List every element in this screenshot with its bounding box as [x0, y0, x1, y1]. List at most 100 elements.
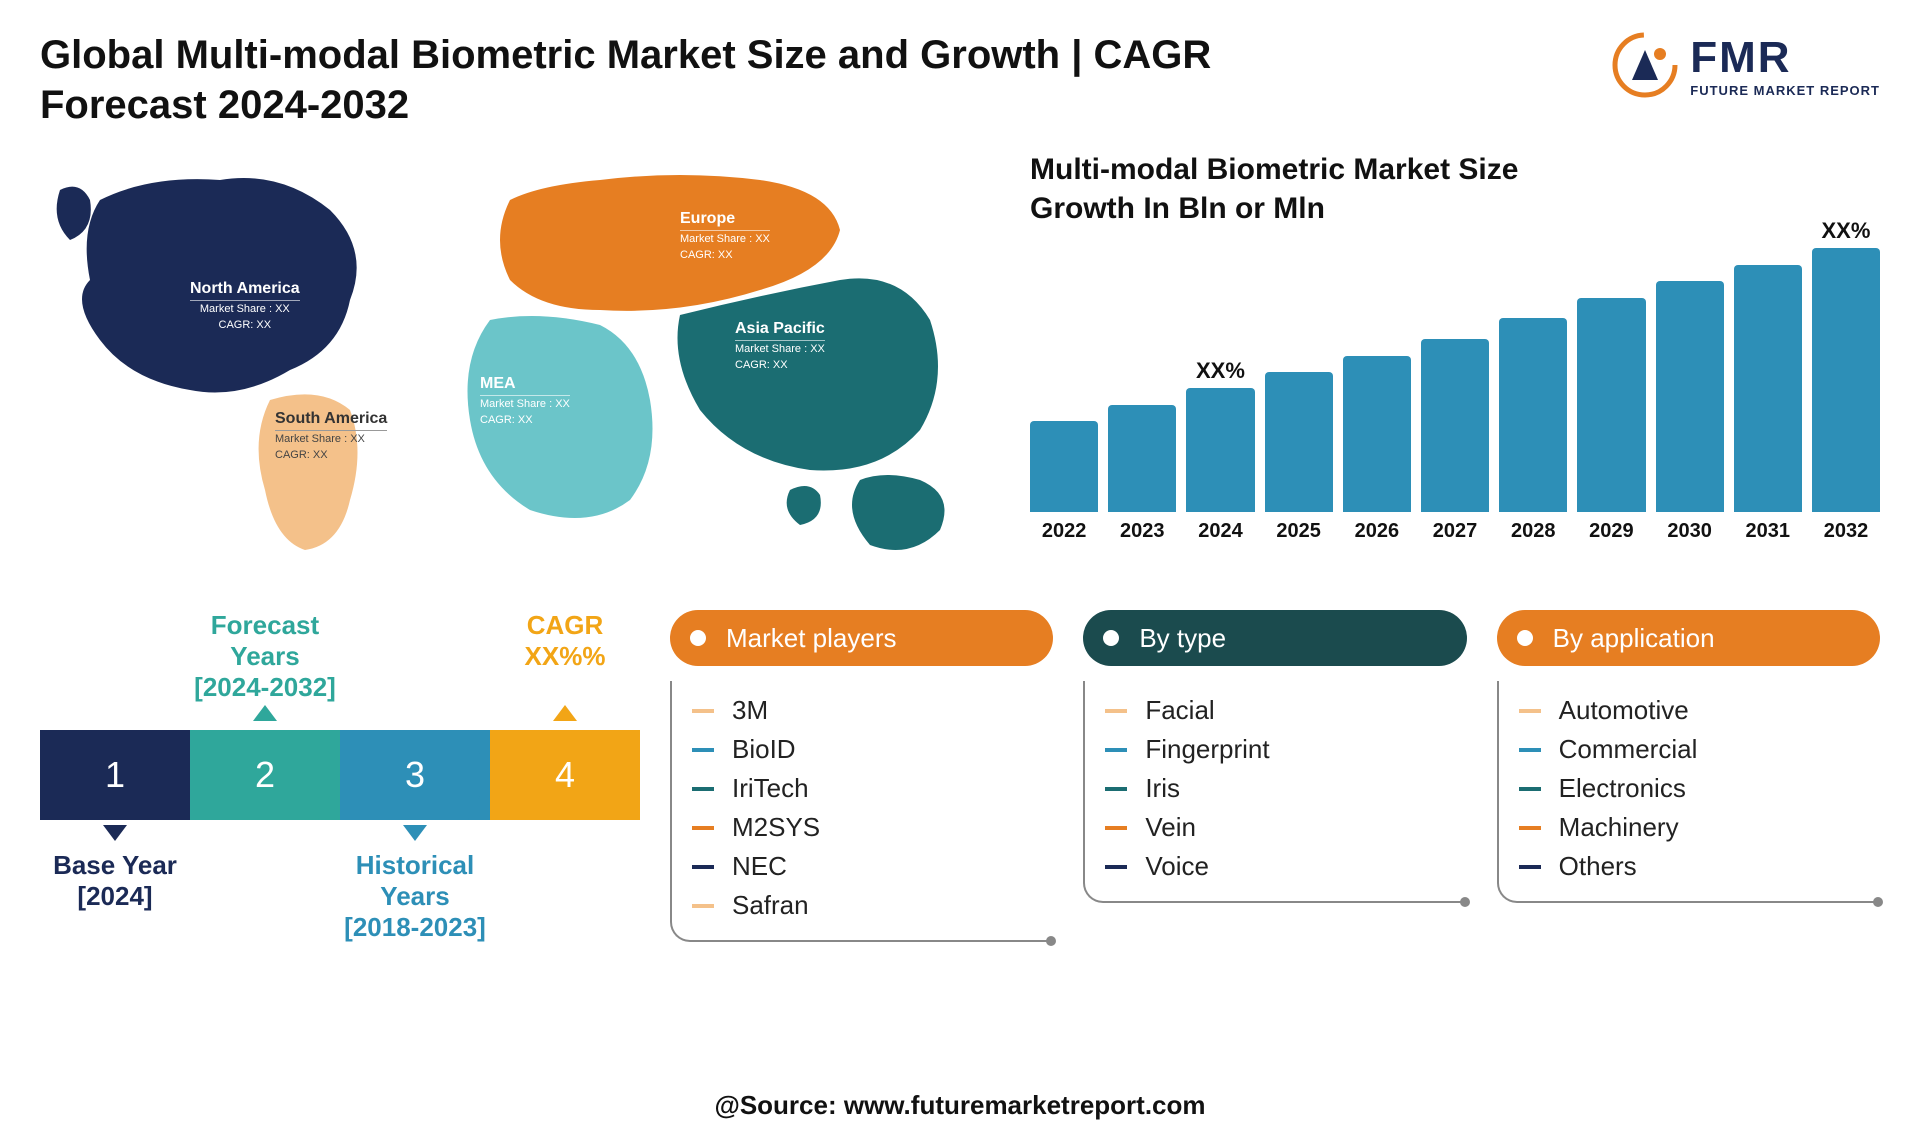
bar-year-label: 2032: [1824, 520, 1869, 543]
tick-icon: [1105, 865, 1127, 869]
category-header: By type: [1083, 610, 1466, 666]
bar-2022: 2022: [1030, 421, 1098, 543]
timeline-arrow-2: [253, 705, 277, 721]
category-item: Others: [1519, 847, 1870, 886]
category-item: Automotive: [1519, 691, 1870, 730]
tick-icon: [1105, 709, 1127, 713]
category-item: IriTech: [692, 769, 1043, 808]
timeline-arrow-1: [103, 825, 127, 841]
bar-2024: XX%2024: [1186, 388, 1254, 543]
label-europe: Europe Market Share : XX CAGR: XX: [680, 210, 770, 261]
tick-icon: [692, 787, 714, 791]
logo-text-sub: FUTURE MARKET REPORT: [1690, 83, 1880, 98]
category-item-label: Commercial: [1559, 734, 1698, 765]
bar-2023: 2023: [1108, 405, 1176, 543]
category-item: Iris: [1105, 769, 1456, 808]
tick-icon: [692, 826, 714, 830]
category-item: Machinery: [1519, 808, 1870, 847]
bar-year-label: 2026: [1355, 520, 1400, 543]
category-item-label: Vein: [1145, 812, 1196, 843]
bar-2025: 2025: [1265, 372, 1333, 543]
bar-year-label: 2022: [1042, 520, 1087, 543]
category-item-label: Iris: [1145, 773, 1180, 804]
bar-2029: 2029: [1577, 298, 1645, 543]
timeline-label-1: Base Year [2024]: [30, 850, 200, 912]
label-mea: MEA Market Share : XX CAGR: XX: [480, 375, 570, 426]
tick-icon: [1519, 748, 1541, 752]
label-south-america: South America Market Share : XX CAGR: XX: [275, 410, 387, 461]
tick-icon: [1105, 826, 1127, 830]
chart-title: Multi-modal Biometric Market Size Growth…: [1030, 150, 1530, 228]
bar-year-label: 2030: [1667, 520, 1712, 543]
category-item-label: Fingerprint: [1145, 734, 1269, 765]
bar-year-label: 2031: [1746, 520, 1791, 543]
category-item: Facial: [1105, 691, 1456, 730]
category-item: NEC: [692, 847, 1043, 886]
category-by-application: By application Automotive Commercial Electr…: [1497, 610, 1880, 903]
tick-icon: [692, 748, 714, 752]
category-header: Market players: [670, 610, 1053, 666]
category-item: Safran: [692, 886, 1043, 925]
bar-year-label: 2028: [1511, 520, 1556, 543]
tick-icon: [1519, 865, 1541, 869]
bar-2032: XX%2032: [1812, 248, 1880, 543]
category-item-label: Others: [1559, 851, 1637, 882]
category-item: Fingerprint: [1105, 730, 1456, 769]
bar-2030: 2030: [1656, 281, 1724, 543]
logo-icon: [1610, 30, 1680, 100]
timeline-label-3: Historical Years [2018-2023]: [330, 850, 500, 943]
category-item: 3M: [692, 691, 1043, 730]
category-item-label: IriTech: [732, 773, 809, 804]
category-body: 3M BioID IriTech M2SYS NEC Safran: [670, 681, 1053, 942]
label-asia-pacific: Asia Pacific Market Share : XX CAGR: XX: [735, 320, 825, 371]
timeline: 1234 Base Year [2024]Forecast Years [202…: [40, 610, 640, 820]
category-item-label: NEC: [732, 851, 787, 882]
category-item: BioID: [692, 730, 1043, 769]
tick-icon: [692, 709, 714, 713]
bar-2026: 2026: [1343, 356, 1411, 543]
bar-2028: 2028: [1499, 318, 1567, 543]
category-item-label: Machinery: [1559, 812, 1679, 843]
timeline-label-2: Forecast Years [2024-2032]: [180, 610, 350, 703]
category-item-label: BioID: [732, 734, 796, 765]
timeline-seg-4: 4: [490, 730, 640, 820]
tick-icon: [1105, 787, 1127, 791]
category-item-label: Facial: [1145, 695, 1214, 726]
bar-annotation: XX%: [1196, 358, 1245, 384]
category-market-players: Market players 3M BioID IriTech M2SYS NEC Safr…: [670, 610, 1053, 942]
category-by-type: By type Facial Fingerprint Iris Vein Voice: [1083, 610, 1466, 903]
category-item-label: M2SYS: [732, 812, 820, 843]
page-title: Global Multi-modal Biometric Market Size…: [40, 30, 1340, 130]
bar-year-label: 2024: [1198, 520, 1243, 543]
tick-icon: [1519, 826, 1541, 830]
bar-chart: Multi-modal Biometric Market Size Growth…: [1030, 150, 1880, 570]
bar-year-label: 2027: [1433, 520, 1478, 543]
category-body: Automotive Commercial Electronics Machinery…: [1497, 681, 1880, 903]
category-item-label: Electronics: [1559, 773, 1686, 804]
tick-icon: [1519, 709, 1541, 713]
category-item: Electronics: [1519, 769, 1870, 808]
bar-year-label: 2025: [1276, 520, 1321, 543]
category-item-label: 3M: [732, 695, 768, 726]
bar-year-label: 2023: [1120, 520, 1165, 543]
category-body: Facial Fingerprint Iris Vein Voice: [1083, 681, 1466, 903]
category-item: Vein: [1105, 808, 1456, 847]
category-item-label: Voice: [1145, 851, 1209, 882]
logo-text-main: FMR: [1690, 33, 1880, 83]
tick-icon: [1105, 748, 1127, 752]
category-item-label: Safran: [732, 890, 809, 921]
tick-icon: [692, 904, 714, 908]
timeline-arrow-4: [553, 705, 577, 721]
bar-annotation: XX%: [1822, 218, 1871, 244]
label-north-america: North America Market Share : XX CAGR: XX: [190, 280, 300, 331]
logo: FMR FUTURE MARKET REPORT: [1610, 30, 1880, 100]
category-header: By application: [1497, 610, 1880, 666]
bar-2027: 2027: [1421, 339, 1489, 543]
tick-icon: [1519, 787, 1541, 791]
timeline-label-4: CAGR XX%%: [480, 610, 650, 672]
category-item: M2SYS: [692, 808, 1043, 847]
bar-year-label: 2029: [1589, 520, 1634, 543]
world-map: North America Market Share : XX CAGR: XX…: [40, 150, 1000, 570]
category-item: Commercial: [1519, 730, 1870, 769]
tick-icon: [692, 865, 714, 869]
